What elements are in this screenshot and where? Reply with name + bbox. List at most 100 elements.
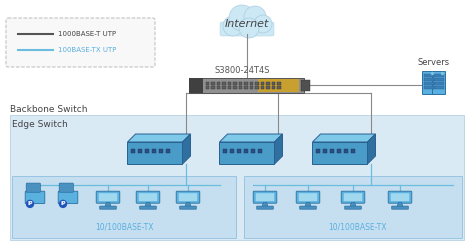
- Polygon shape: [128, 142, 182, 164]
- FancyBboxPatch shape: [166, 149, 171, 153]
- FancyBboxPatch shape: [255, 193, 274, 201]
- Circle shape: [60, 200, 66, 207]
- Polygon shape: [145, 202, 151, 206]
- Text: Servers: Servers: [418, 58, 450, 67]
- FancyBboxPatch shape: [211, 82, 215, 85]
- FancyBboxPatch shape: [211, 86, 215, 89]
- FancyBboxPatch shape: [424, 78, 434, 81]
- FancyBboxPatch shape: [272, 86, 275, 89]
- FancyBboxPatch shape: [206, 86, 209, 89]
- FancyBboxPatch shape: [344, 193, 362, 201]
- FancyBboxPatch shape: [245, 149, 248, 153]
- FancyBboxPatch shape: [424, 74, 434, 76]
- FancyBboxPatch shape: [238, 82, 242, 85]
- FancyBboxPatch shape: [261, 82, 264, 85]
- FancyBboxPatch shape: [131, 149, 136, 153]
- FancyBboxPatch shape: [217, 82, 220, 85]
- FancyBboxPatch shape: [277, 86, 281, 89]
- FancyBboxPatch shape: [422, 71, 436, 94]
- FancyBboxPatch shape: [228, 82, 231, 85]
- Polygon shape: [128, 134, 191, 142]
- FancyBboxPatch shape: [250, 82, 253, 85]
- Text: IP: IP: [27, 201, 33, 206]
- FancyBboxPatch shape: [266, 86, 270, 89]
- Text: 10/100BASE-TX: 10/100BASE-TX: [328, 223, 386, 232]
- Polygon shape: [219, 142, 274, 164]
- FancyBboxPatch shape: [392, 206, 408, 209]
- FancyBboxPatch shape: [258, 79, 299, 92]
- FancyBboxPatch shape: [26, 183, 40, 192]
- FancyBboxPatch shape: [159, 149, 164, 153]
- Text: Edge Switch: Edge Switch: [12, 120, 68, 129]
- Text: 100BASE-TX UTP: 100BASE-TX UTP: [58, 47, 117, 53]
- FancyBboxPatch shape: [266, 82, 270, 85]
- FancyBboxPatch shape: [222, 86, 226, 89]
- FancyBboxPatch shape: [432, 71, 446, 94]
- FancyBboxPatch shape: [341, 191, 365, 203]
- FancyBboxPatch shape: [237, 149, 241, 153]
- Polygon shape: [274, 134, 283, 164]
- FancyBboxPatch shape: [238, 86, 242, 89]
- FancyBboxPatch shape: [434, 78, 444, 81]
- Text: Backbone Switch: Backbone Switch: [10, 105, 88, 114]
- Circle shape: [239, 18, 259, 38]
- FancyBboxPatch shape: [434, 86, 444, 89]
- FancyBboxPatch shape: [434, 82, 444, 85]
- FancyBboxPatch shape: [300, 206, 316, 209]
- FancyBboxPatch shape: [25, 191, 45, 204]
- FancyBboxPatch shape: [228, 86, 231, 89]
- FancyBboxPatch shape: [301, 80, 310, 91]
- Polygon shape: [397, 202, 403, 206]
- FancyBboxPatch shape: [12, 176, 236, 238]
- FancyBboxPatch shape: [206, 82, 209, 85]
- Polygon shape: [312, 142, 367, 164]
- FancyBboxPatch shape: [244, 82, 247, 85]
- FancyBboxPatch shape: [190, 77, 304, 93]
- FancyBboxPatch shape: [139, 193, 157, 201]
- FancyBboxPatch shape: [434, 74, 444, 76]
- Text: S3800-24T4S: S3800-24T4S: [214, 66, 270, 75]
- FancyBboxPatch shape: [317, 149, 320, 153]
- Polygon shape: [367, 134, 375, 164]
- FancyBboxPatch shape: [224, 149, 228, 153]
- FancyBboxPatch shape: [257, 206, 273, 209]
- FancyBboxPatch shape: [255, 82, 259, 85]
- FancyBboxPatch shape: [190, 77, 203, 93]
- FancyBboxPatch shape: [337, 149, 341, 153]
- FancyBboxPatch shape: [255, 86, 259, 89]
- FancyBboxPatch shape: [146, 149, 149, 153]
- Polygon shape: [305, 202, 311, 206]
- Circle shape: [229, 5, 255, 31]
- FancyBboxPatch shape: [10, 115, 464, 240]
- FancyBboxPatch shape: [140, 206, 156, 209]
- FancyBboxPatch shape: [230, 149, 235, 153]
- FancyBboxPatch shape: [252, 149, 255, 153]
- FancyBboxPatch shape: [424, 86, 434, 89]
- FancyBboxPatch shape: [424, 82, 434, 85]
- FancyBboxPatch shape: [176, 191, 200, 203]
- Text: 10/100BASE-TX: 10/100BASE-TX: [95, 223, 153, 232]
- FancyBboxPatch shape: [258, 149, 263, 153]
- FancyBboxPatch shape: [100, 206, 116, 209]
- FancyBboxPatch shape: [391, 193, 410, 201]
- FancyBboxPatch shape: [153, 149, 156, 153]
- FancyBboxPatch shape: [296, 191, 320, 203]
- Circle shape: [441, 72, 444, 74]
- FancyBboxPatch shape: [217, 86, 220, 89]
- Polygon shape: [219, 134, 283, 142]
- FancyBboxPatch shape: [233, 86, 237, 89]
- Polygon shape: [105, 202, 111, 206]
- Circle shape: [431, 72, 434, 74]
- Text: IP: IP: [60, 201, 66, 206]
- FancyBboxPatch shape: [352, 149, 356, 153]
- Text: 1000BASE-T UTP: 1000BASE-T UTP: [58, 31, 116, 37]
- FancyBboxPatch shape: [272, 82, 275, 85]
- FancyBboxPatch shape: [244, 86, 247, 89]
- FancyBboxPatch shape: [222, 82, 226, 85]
- Text: Internet: Internet: [225, 19, 269, 29]
- Circle shape: [223, 16, 243, 36]
- Polygon shape: [262, 202, 268, 206]
- FancyBboxPatch shape: [58, 191, 78, 204]
- FancyBboxPatch shape: [96, 191, 120, 203]
- FancyBboxPatch shape: [277, 82, 281, 85]
